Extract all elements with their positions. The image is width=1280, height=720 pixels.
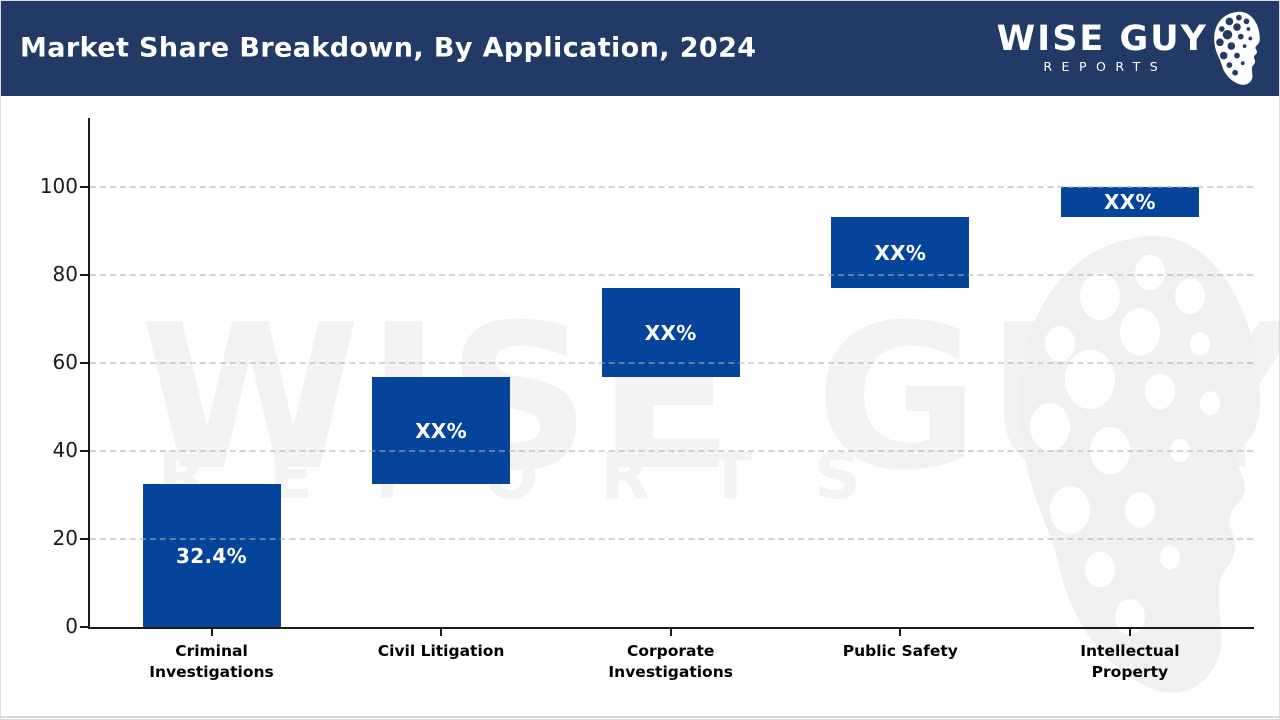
wiseguy-logo-text: WISE GUY REPORTS [997, 20, 1208, 74]
x-category-label: Intellectual Property [1015, 641, 1245, 683]
y-tick-mark [80, 274, 88, 276]
x-category-label-line: Investigations [149, 663, 274, 681]
y-tick-label: 100 [39, 174, 78, 198]
x-category-label: Corporate Investigations [556, 641, 786, 683]
x-category-label: Criminal Investigations [97, 641, 327, 683]
bar-segment: XX% [1060, 187, 1199, 217]
y-tick-mark [80, 362, 88, 364]
x-tick-mark [1128, 629, 1131, 636]
y-tick-mark [80, 450, 88, 452]
y-tick-mark [80, 626, 88, 628]
watermark-face-icon [1020, 235, 1260, 693]
y-gridline [90, 450, 1253, 452]
wiseguy-logo: WISE GUY REPORTS [997, 6, 1266, 90]
y-tick-mark [80, 186, 88, 188]
bar-value-label: XX% [415, 418, 467, 443]
bar-segment: XX% [831, 216, 970, 289]
x-category-label-line: Criminal [175, 642, 248, 660]
bar-value-label: 32.4% [176, 543, 247, 568]
wiseguy-face-icon [1214, 11, 1260, 85]
page-bottom-divider [0, 716, 1280, 718]
x-category-label-line: Investigations [608, 663, 733, 681]
y-gridline [90, 362, 1253, 364]
bar-value-label: XX% [1104, 189, 1156, 214]
bar-segment: XX% [372, 377, 511, 485]
x-tick-mark [440, 629, 443, 636]
x-tick-mark [669, 629, 672, 636]
header-banner: Market Share Breakdown, By Application, … [0, 0, 1280, 96]
x-category-label-line: Property [1091, 663, 1169, 681]
logo-brand-top: WISE GUY [996, 19, 1208, 59]
y-tick-label: 20 [52, 526, 78, 550]
chart-title: Market Share Breakdown, By Application, … [20, 32, 757, 64]
logo-brand-bottom: REPORTS [1043, 59, 1168, 74]
x-category-label-line: Civil Litigation [377, 642, 505, 660]
y-tick-label: 80 [52, 262, 78, 286]
y-gridline [90, 274, 1253, 276]
y-tick-label: 60 [52, 350, 78, 374]
x-category-label: Civil Litigation [326, 641, 556, 662]
x-axis-line [88, 627, 1254, 629]
y-gridline [90, 186, 1253, 188]
x-category-label-line: Public Safety [842, 642, 958, 660]
y-tick-mark [80, 538, 88, 540]
x-tick-mark [210, 629, 213, 636]
y-tick-label: 40 [52, 438, 78, 462]
y-axis-line [88, 118, 90, 629]
x-tick-mark [899, 629, 902, 636]
x-category-label-line: Intellectual [1080, 642, 1180, 660]
y-gridline [90, 538, 1253, 540]
bar-segment: 32.4% [142, 484, 281, 627]
bar-value-label: XX% [874, 240, 927, 265]
bar-value-label: XX% [644, 320, 697, 345]
x-category-label: Public Safety [785, 641, 1015, 662]
x-category-label-line: Corporate [626, 642, 715, 660]
y-tick-label: 0 [65, 614, 78, 638]
